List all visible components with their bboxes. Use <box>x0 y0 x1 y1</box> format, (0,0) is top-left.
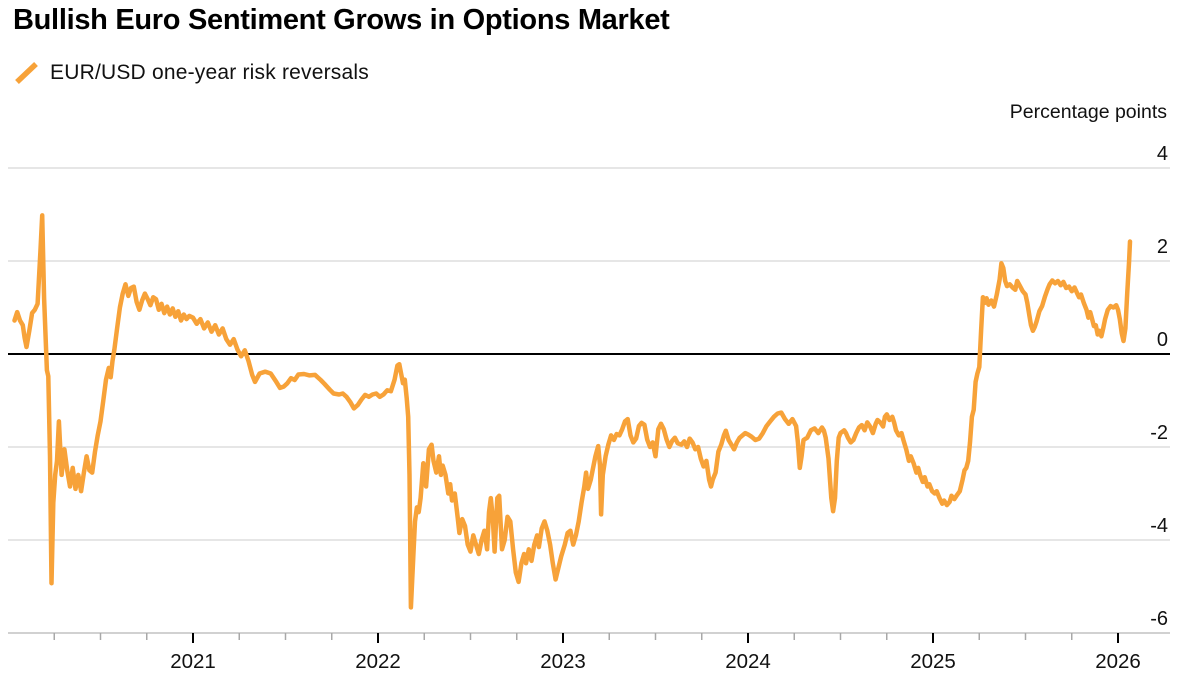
risk-reversal-line <box>12 213 1133 610</box>
x-tick-label: 2021 <box>170 650 216 673</box>
slash-icon <box>15 62 38 84</box>
y-tick-label: 2 <box>1157 236 1168 258</box>
x-tick-label: 2022 <box>355 650 401 673</box>
chart-title: Bullish Euro Sentiment Grows in Options … <box>13 4 670 36</box>
y-axis-unit-label: Percentage points <box>1009 101 1167 123</box>
x-tick-label: 2026 <box>1095 650 1141 673</box>
y-tick-label: -2 <box>1150 422 1168 444</box>
x-tick-label: 2025 <box>910 650 956 673</box>
x-tick-label: 2023 <box>540 650 586 673</box>
y-tick-label: 4 <box>1157 143 1168 165</box>
y-tick-label: -6 <box>1150 608 1168 630</box>
y-tick-label: 0 <box>1157 329 1168 351</box>
x-tick-label: 2024 <box>725 650 771 673</box>
legend: EUR/USD one-year risk reversals <box>13 60 369 86</box>
y-tick-label: -4 <box>1150 515 1168 537</box>
legend-label: EUR/USD one-year risk reversals <box>50 61 369 84</box>
